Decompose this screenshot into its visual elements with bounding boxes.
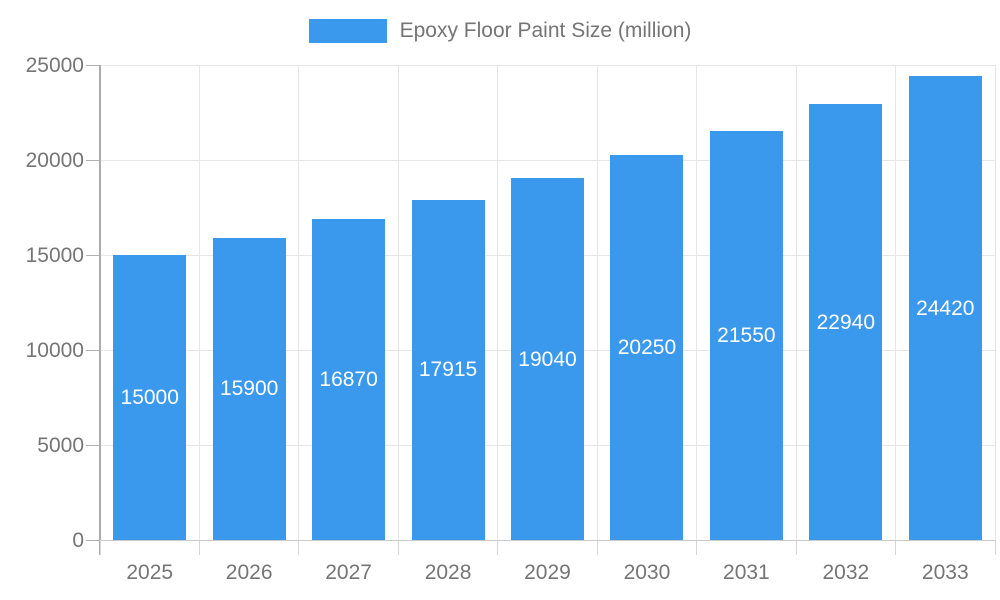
bar-2031[interactable] [709,130,783,540]
y-axis-tick [86,444,100,446]
y-tick-label: 0 [72,528,84,552]
bar-2026[interactable] [212,237,286,540]
x-axis-tick [994,541,996,555]
gridline-v [895,65,897,540]
bar-2025[interactable] [113,255,187,540]
bar-value-label: 15000 [120,386,179,409]
y-axis-tick [86,349,100,351]
x-tick-label: 2032 [822,561,870,584]
x-axis-tick [795,541,797,555]
x-axis-tick [696,541,698,555]
x-axis-tick [298,541,300,555]
y-axis-tick [86,539,100,541]
gridline-v [397,65,399,540]
gridline-v [198,65,200,540]
gridline-v [994,65,996,540]
y-axis-tick [86,64,100,66]
plot-area [100,64,996,540]
x-tick-label: 2033 [921,561,969,584]
gridline-v [298,65,300,540]
x-axis-line [100,540,996,541]
x-tick-label: 2030 [623,561,671,584]
bar-value-label: 22940 [816,310,876,334]
bar-2028[interactable] [411,199,485,540]
bar-value-label: 20250 [617,336,677,360]
x-axis-tick [497,541,499,555]
bar-2032[interactable] [809,104,883,540]
x-axis-tick [895,541,897,555]
x-tick-label: 2026 [225,561,273,584]
gridline-v [696,65,698,540]
gridline-v [795,65,797,540]
x-axis-tick [596,541,598,555]
x-tick-label: 2027 [325,561,372,584]
gridline-h [100,159,995,161]
x-tick-label: 2025 [126,561,174,584]
x-axis-tick [397,541,399,555]
bar-value-label: 17915 [418,358,478,382]
y-axis-tick [86,254,100,256]
bar-value-label: 16870 [319,368,378,392]
legend-swatch [308,19,387,43]
x-tick-label: 2031 [723,561,770,584]
y-axis-line [99,65,101,555]
bar-value-label: 15900 [219,377,279,401]
x-tick-label: 2029 [524,561,571,584]
gridline-v [497,65,499,540]
y-tick-label: 15000 [25,243,84,267]
y-axis-tick [86,159,100,161]
y-tick-label: 10000 [25,338,84,362]
gridline-v [596,65,598,540]
x-axis-tick [198,541,200,555]
gridline-h [100,64,995,66]
x-axis-tick [99,541,101,555]
bar-value-label: 21550 [717,323,776,347]
bar-2030[interactable] [610,155,684,540]
y-tick-label: 5000 [37,433,84,457]
bar-2033[interactable] [908,76,982,540]
x-tick-label: 2028 [424,561,472,584]
bar-2029[interactable] [511,178,584,540]
legend-label: Epoxy Floor Paint Size (million) [399,19,692,42]
bar-value-label: 19040 [518,347,577,371]
legend: Epoxy Floor Paint Size (million) [0,15,1000,47]
y-tick-label: 25000 [25,53,84,77]
legend-item[interactable]: Epoxy Floor Paint Size (million) [308,19,692,43]
bar-2027[interactable] [312,219,386,540]
y-tick-label: 20000 [25,148,84,172]
bar-value-label: 24420 [916,296,975,320]
